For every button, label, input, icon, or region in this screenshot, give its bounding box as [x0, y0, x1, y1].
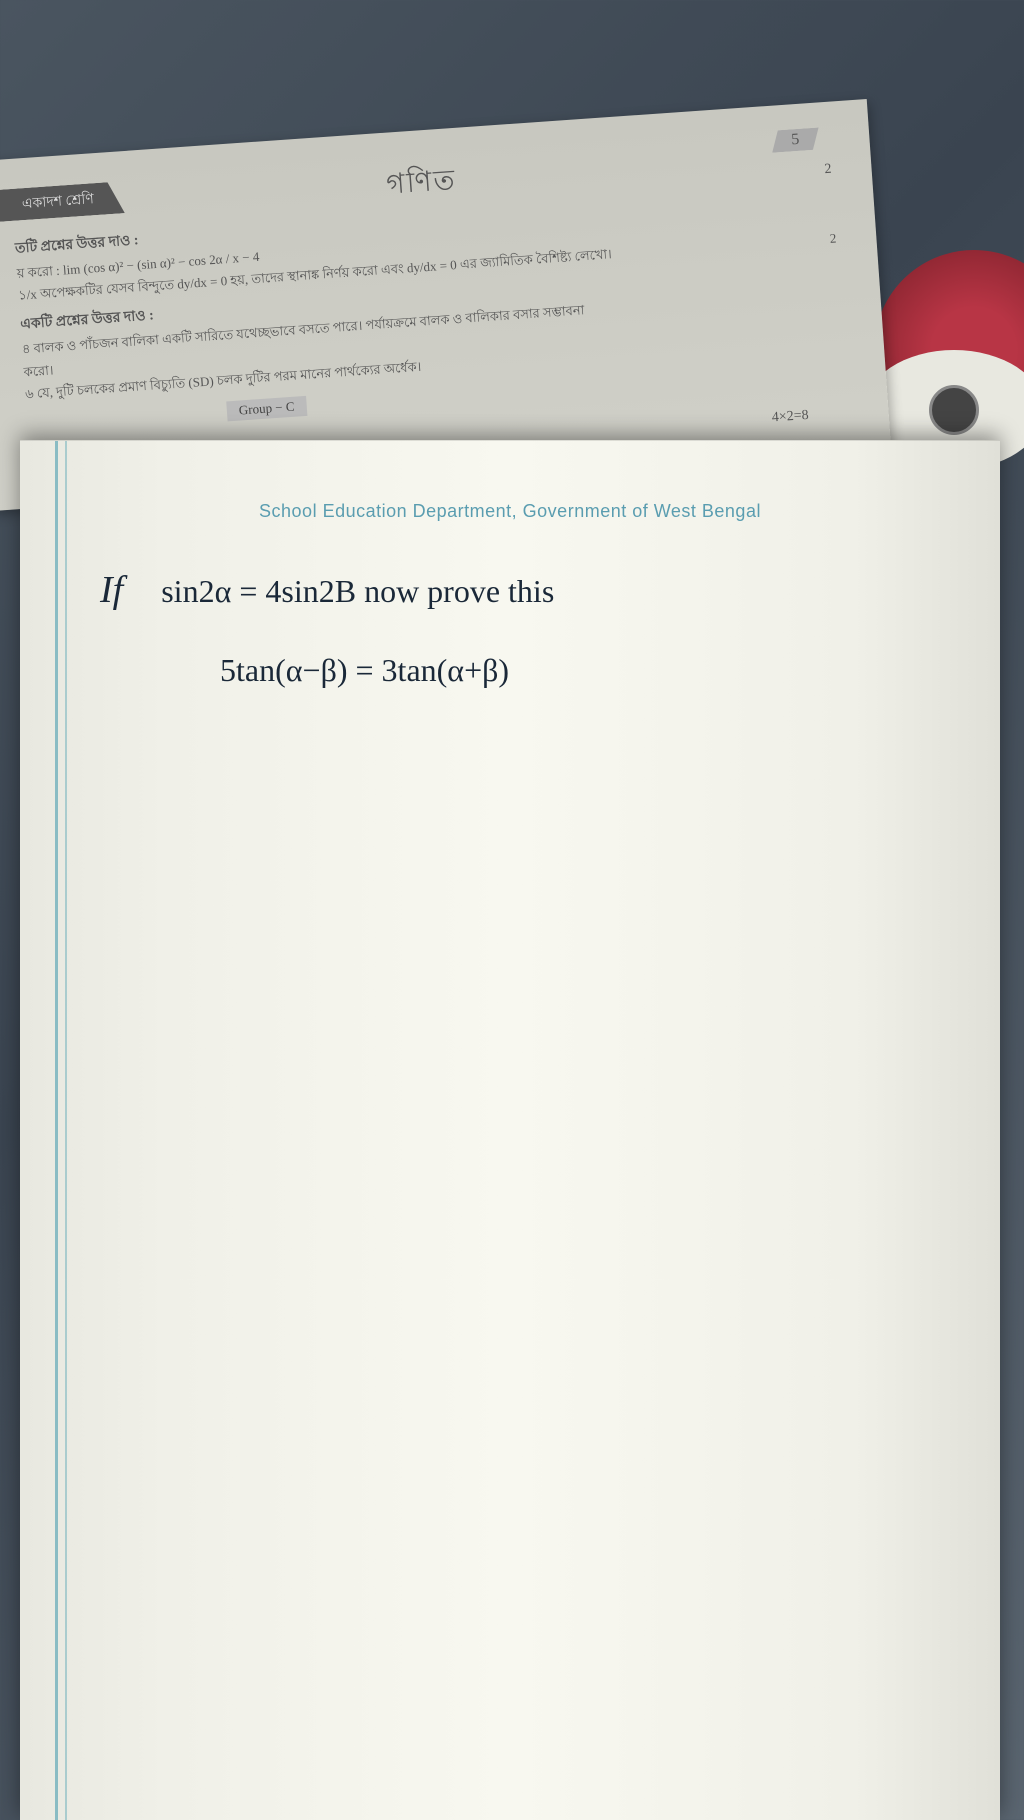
handwritten-content: If sin2α = 4sin2B now prove this 5tan(α−… — [20, 522, 1000, 732]
if-word: If — [100, 569, 123, 611]
notebook-header: School Education Department, Government … — [20, 501, 1000, 522]
group-label: Group − C — [226, 396, 307, 422]
question-2-marks: 2 — [829, 230, 837, 249]
handwriting-line-2: 5tan(α−β) = 3tan(α+β) — [220, 638, 920, 702]
page-number: 2 — [824, 162, 832, 178]
handwriting-line-1: If sin2α = 4sin2B now prove this — [100, 552, 920, 628]
notebook-page: School Education Department, Government … — [20, 440, 1000, 1820]
marks-label: 4×2=8 — [771, 408, 809, 427]
equation-1: sin2α = 4sin2B now prove this — [161, 573, 554, 609]
white-object-hole — [929, 385, 979, 435]
page-tab: 5 — [771, 127, 820, 152]
